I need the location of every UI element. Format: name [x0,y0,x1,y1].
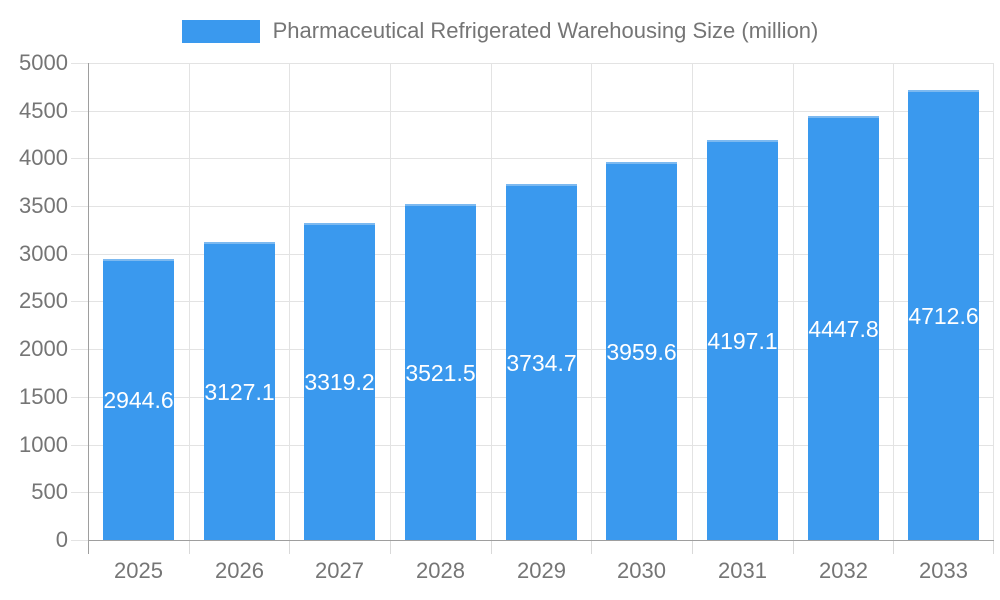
x-tick [189,541,190,554]
bar-value-label: 3319.2 [304,369,375,395]
gridline [390,63,391,540]
bar-2029[interactable]: 3734.7 [506,184,577,540]
bar-2033[interactable]: 4712.6 [908,90,979,540]
x-axis-label: 2032 [819,558,868,583]
legend-swatch-icon [181,19,260,43]
x-axis-line [88,540,994,541]
y-axis-label: 0 [55,527,68,552]
y-tick [71,349,88,350]
bar-value-label: 4712.6 [908,302,979,329]
legend-label: Pharmaceutical Refrigerated Warehousing … [272,18,819,43]
x-axis-label: 2031 [718,558,767,583]
y-axis-label: 1000 [19,432,68,457]
x-tick [491,541,492,554]
bar-2031[interactable]: 4197.1 [707,140,778,540]
bar-value-label: 3521.5 [405,359,476,386]
bar-2027[interactable]: 3319.2 [304,223,375,540]
x-axis-label: 2033 [919,558,968,583]
x-tick [390,541,391,554]
gridline [289,63,290,540]
x-tick [993,541,994,554]
bar-2032[interactable]: 4447.8 [808,116,879,540]
y-axis-label: 2500 [19,288,68,313]
gridline [692,63,693,540]
gridline [88,63,994,64]
gridline [491,63,492,540]
y-tick [71,540,88,541]
y-axis-label: 3500 [19,193,68,218]
x-axis-label: 2027 [315,558,364,583]
bar-2026[interactable]: 3127.1 [204,242,275,540]
x-axis-label: 2025 [114,558,163,583]
chart-legend[interactable]: Pharmaceutical Refrigerated Warehousing … [0,16,1000,46]
y-tick [71,111,88,112]
y-tick [71,397,88,398]
y-tick [71,301,88,302]
y-axis-label: 500 [31,479,68,504]
bar-2028[interactable]: 3521.5 [405,204,476,540]
x-axis-label: 2028 [416,558,465,583]
y-tick [71,158,88,159]
x-axis-label: 2026 [215,558,264,583]
x-tick [893,541,894,554]
y-tick [71,206,88,207]
x-axis-label: 2030 [617,558,666,583]
y-axis-label: 2000 [19,336,68,361]
y-axis-label: 5000 [19,50,68,75]
x-tick [591,541,592,554]
y-tick [71,492,88,493]
gridline [88,158,994,159]
y-tick [71,445,88,446]
gridline [993,63,994,540]
x-tick [692,541,693,554]
x-tick [793,541,794,554]
bar-value-label: 4197.1 [707,327,778,354]
y-axis-label: 4500 [19,98,68,123]
gridline [793,63,794,540]
y-axis-label: 4000 [19,145,68,170]
bar-value-label: 3127.1 [204,378,275,405]
bar-value-label: 3734.7 [506,349,577,376]
y-axis-label: 3000 [19,241,68,266]
bar-value-label: 4447.8 [808,315,879,342]
bar-2030[interactable]: 3959.6 [606,162,677,540]
y-axis-label: 1500 [19,384,68,409]
bar-2025[interactable]: 2944.6 [103,259,174,540]
x-axis-label: 2029 [517,558,566,583]
bar-value-label: 2944.6 [103,387,174,413]
x-tick [289,541,290,554]
y-tick [71,63,88,64]
gridline [591,63,592,540]
y-axis-line [88,63,89,554]
gridline [88,111,994,112]
bar-value-label: 3959.6 [606,338,677,365]
y-tick [71,254,88,255]
gridline [893,63,894,540]
gridline [189,63,190,540]
